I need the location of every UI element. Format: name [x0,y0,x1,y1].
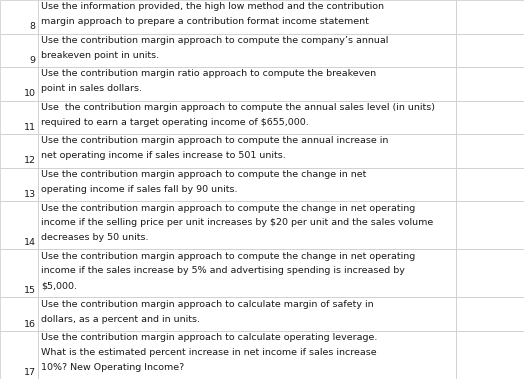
Bar [0,0,38,34]
Bar [456,298,524,331]
Text: 8: 8 [30,22,36,31]
Text: Use the contribution margin approach to calculate operating leverage.: Use the contribution margin approach to … [41,333,378,342]
Text: operating income if sales fall by 90 units.: operating income if sales fall by 90 uni… [41,185,238,194]
Bar [38,168,456,201]
Text: decreases by 50 units.: decreases by 50 units. [41,233,149,242]
Text: Use the contribution margin approach to compute the company’s annual: Use the contribution margin approach to … [41,36,389,45]
Text: $5,000.: $5,000. [41,281,78,290]
Text: Use the information provided, the high low method and the contribution: Use the information provided, the high l… [41,2,385,11]
Bar [38,67,456,101]
Text: Use the contribution margin approach to calculate margin of safety in: Use the contribution margin approach to … [41,300,374,309]
Bar [0,298,38,331]
Bar [456,168,524,201]
Bar [0,168,38,201]
Text: net operating income if sales increase to 501 units.: net operating income if sales increase t… [41,151,286,160]
Bar [0,101,38,134]
Bar [38,331,456,379]
Text: income if the selling price per unit increases by $20 per unit and the sales vol: income if the selling price per unit inc… [41,218,434,227]
Text: Use the contribution margin ratio approach to compute the breakeven: Use the contribution margin ratio approa… [41,69,377,78]
Text: 17: 17 [24,368,36,377]
Text: 10%? New Operating Income?: 10%? New Operating Income? [41,363,184,372]
Bar [456,34,524,67]
Text: dollars, as a percent and in units.: dollars, as a percent and in units. [41,315,200,324]
Text: 14: 14 [24,238,36,247]
Text: 12: 12 [24,157,36,166]
Text: 16: 16 [24,319,36,329]
Bar [456,101,524,134]
Bar [38,0,456,34]
Bar [0,34,38,67]
Text: 9: 9 [30,56,36,65]
Text: 15: 15 [24,286,36,295]
Text: Use  the contribution margin approach to compute the annual sales level (in unit: Use the contribution margin approach to … [41,103,435,112]
Bar [456,249,524,298]
Bar [0,249,38,298]
Bar [456,201,524,249]
Bar [456,67,524,101]
Text: 13: 13 [24,190,36,199]
Bar [0,67,38,101]
Text: income if the sales increase by 5% and advertising spending is increased by: income if the sales increase by 5% and a… [41,266,405,276]
Bar [0,331,38,379]
Text: Use the contribution margin approach to compute the change in net: Use the contribution margin approach to … [41,170,367,179]
Bar [456,0,524,34]
Bar [38,34,456,67]
Bar [456,134,524,168]
Text: What is the estimated percent increase in net income if sales increase: What is the estimated percent increase i… [41,348,377,357]
Text: breakeven point in units.: breakeven point in units. [41,51,159,60]
Text: point in sales dollars.: point in sales dollars. [41,84,143,93]
Text: Use the contribution margin approach to compute the annual increase in: Use the contribution margin approach to … [41,136,389,146]
Bar [38,249,456,298]
Text: Use the contribution margin approach to compute the change in net operating: Use the contribution margin approach to … [41,252,416,261]
Bar [38,201,456,249]
Text: required to earn a target operating income of $655,000.: required to earn a target operating inco… [41,118,309,127]
Bar [0,201,38,249]
Text: Use the contribution margin approach to compute the change in net operating: Use the contribution margin approach to … [41,204,416,213]
Bar [456,331,524,379]
Bar [38,134,456,168]
Bar [0,134,38,168]
Text: margin approach to prepare a contribution format income statement: margin approach to prepare a contributio… [41,17,369,26]
Text: 11: 11 [24,123,36,132]
Bar [38,298,456,331]
Text: 10: 10 [24,89,36,99]
Bar [38,101,456,134]
